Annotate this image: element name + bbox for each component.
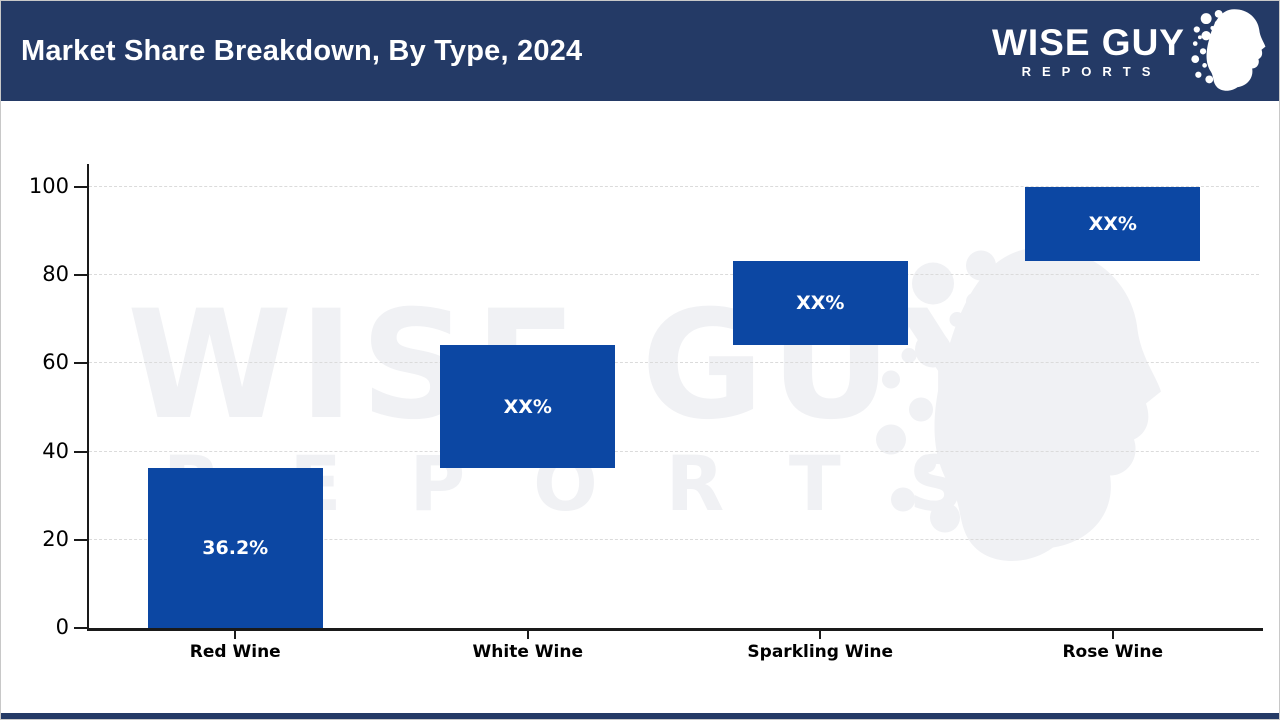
x-tick-mark bbox=[819, 630, 822, 639]
y-tick-label: 0 bbox=[55, 615, 69, 639]
gridline bbox=[89, 538, 1259, 540]
x-category-label: White Wine bbox=[472, 642, 583, 662]
x-tick-mark bbox=[526, 630, 529, 639]
y-tick-label: 40 bbox=[42, 438, 69, 463]
gridline bbox=[89, 362, 1259, 364]
bar-red-wine: 36.2% bbox=[147, 468, 323, 628]
bar-rose-wine: XX% bbox=[1025, 187, 1201, 262]
brand-subname: REPORTS bbox=[1021, 63, 1162, 79]
y-tick-mark bbox=[74, 627, 88, 629]
brand-name: WISE GUY bbox=[991, 21, 1185, 63]
y-tick-label: 60 bbox=[42, 350, 69, 375]
x-category-label: Rose Wine bbox=[1062, 642, 1164, 662]
bar-sparkling-wine: XX% bbox=[732, 261, 908, 345]
x-tick-mark bbox=[1111, 630, 1114, 639]
gridline bbox=[89, 450, 1259, 452]
y-tick-label: 20 bbox=[42, 526, 69, 551]
y-axis-line bbox=[87, 164, 89, 631]
bar-value-label: 36.2% bbox=[202, 537, 269, 560]
bar-value-label: XX% bbox=[503, 395, 552, 418]
bar-value-label: XX% bbox=[796, 291, 845, 314]
footer-accent-bar bbox=[1, 713, 1279, 719]
bar-white-wine: XX% bbox=[440, 344, 616, 469]
gridline bbox=[89, 274, 1259, 276]
y-tick-mark bbox=[74, 450, 88, 453]
x-category-label: Sparkling Wine bbox=[747, 642, 894, 662]
x-axis-line bbox=[87, 628, 1263, 631]
y-tick-mark bbox=[74, 274, 88, 277]
y-tick-label: 100 bbox=[28, 174, 69, 198]
y-tick-mark bbox=[74, 362, 88, 365]
y-tick-mark bbox=[74, 186, 88, 188]
dotted-face-logo-icon bbox=[1189, 6, 1267, 96]
page-title: Market Share Breakdown, By Type, 2024 bbox=[21, 34, 583, 67]
gridline bbox=[89, 186, 1259, 187]
y-tick-mark bbox=[74, 538, 88, 541]
bar-value-label: XX% bbox=[1088, 213, 1137, 236]
brand-logo: WISE GUY REPORTS bbox=[992, 6, 1279, 96]
brand-logo-text: WISE GUY REPORTS bbox=[992, 24, 1185, 79]
x-tick-mark bbox=[234, 630, 237, 639]
y-tick-label: 80 bbox=[42, 262, 69, 287]
x-category-label: Red Wine bbox=[189, 642, 281, 662]
header-bar: Market Share Breakdown, By Type, 2024 WI… bbox=[1, 1, 1279, 101]
